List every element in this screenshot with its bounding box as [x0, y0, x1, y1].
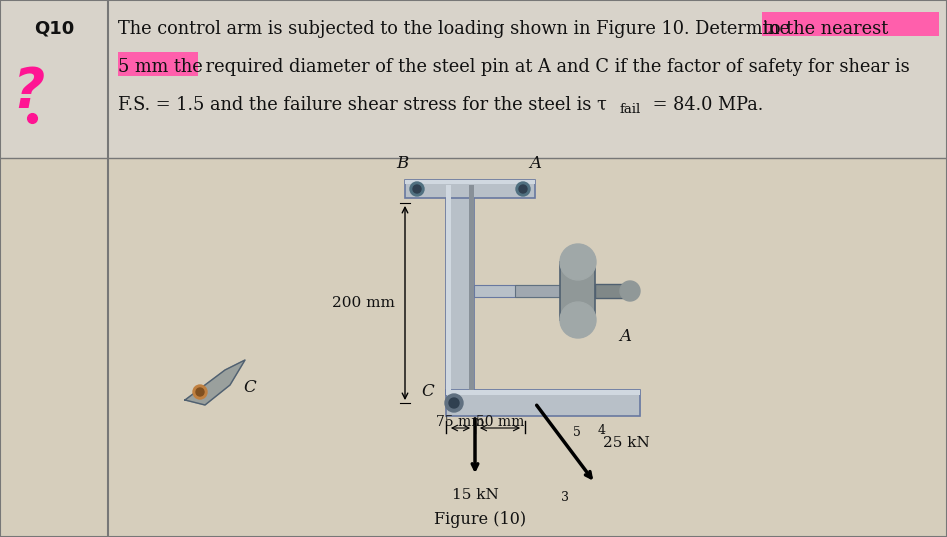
Circle shape	[445, 394, 463, 412]
Text: 200 mm: 200 mm	[332, 296, 395, 310]
Text: C: C	[421, 382, 434, 400]
Bar	[0, 158, 947, 537]
Polygon shape	[446, 390, 640, 416]
Text: 5 mm the: 5 mm the	[118, 58, 203, 76]
Polygon shape	[185, 360, 245, 405]
Bar	[469, 185, 474, 395]
Circle shape	[410, 182, 424, 196]
Circle shape	[196, 388, 204, 396]
Text: The control arm is subjected to the loading shown in Figure 10. Determine: The control arm is subjected to the load…	[118, 20, 790, 38]
Bar	[0, 0, 947, 158]
Text: A: A	[529, 155, 541, 172]
Text: 15 kN: 15 kN	[452, 488, 498, 502]
Bar	[560, 262, 595, 320]
Text: Q10: Q10	[34, 20, 74, 38]
Text: fail: fail	[620, 103, 641, 116]
FancyBboxPatch shape	[762, 12, 939, 36]
Text: ?: ?	[12, 65, 45, 119]
Circle shape	[516, 182, 530, 196]
Text: 4: 4	[598, 425, 606, 438]
Text: 50 mm: 50 mm	[475, 415, 525, 429]
Bar	[446, 185, 451, 395]
Text: Figure (10): Figure (10)	[434, 511, 527, 528]
Circle shape	[620, 281, 640, 301]
Circle shape	[193, 385, 207, 399]
Bar	[446, 390, 640, 416]
Bar	[446, 390, 640, 395]
Text: C: C	[243, 380, 256, 396]
Text: F.S. = 1.5 and the failure shear stress for the steel is τ: F.S. = 1.5 and the failure shear stress …	[118, 96, 607, 114]
Text: to the nearest: to the nearest	[763, 20, 888, 38]
Text: = 84.0 MPa.: = 84.0 MPa.	[647, 96, 763, 114]
FancyBboxPatch shape	[118, 52, 198, 76]
Bar	[405, 180, 535, 184]
Bar	[405, 180, 535, 198]
Text: B: B	[396, 155, 408, 172]
Circle shape	[413, 185, 421, 193]
Circle shape	[560, 302, 596, 338]
Text: 25 kN: 25 kN	[603, 436, 650, 450]
Bar	[595, 284, 630, 298]
Circle shape	[449, 398, 459, 408]
Bar	[446, 185, 474, 395]
Text: A: A	[619, 328, 631, 345]
Bar	[515, 285, 562, 297]
Bar	[474, 285, 560, 297]
Text: 5: 5	[573, 426, 581, 439]
Text: 75 mm: 75 mm	[436, 415, 484, 429]
Text: required diameter of the steel pin at A and C if the factor of safety for shear : required diameter of the steel pin at A …	[200, 58, 910, 76]
Circle shape	[519, 185, 527, 193]
Circle shape	[560, 244, 596, 280]
Text: 3: 3	[561, 491, 569, 504]
